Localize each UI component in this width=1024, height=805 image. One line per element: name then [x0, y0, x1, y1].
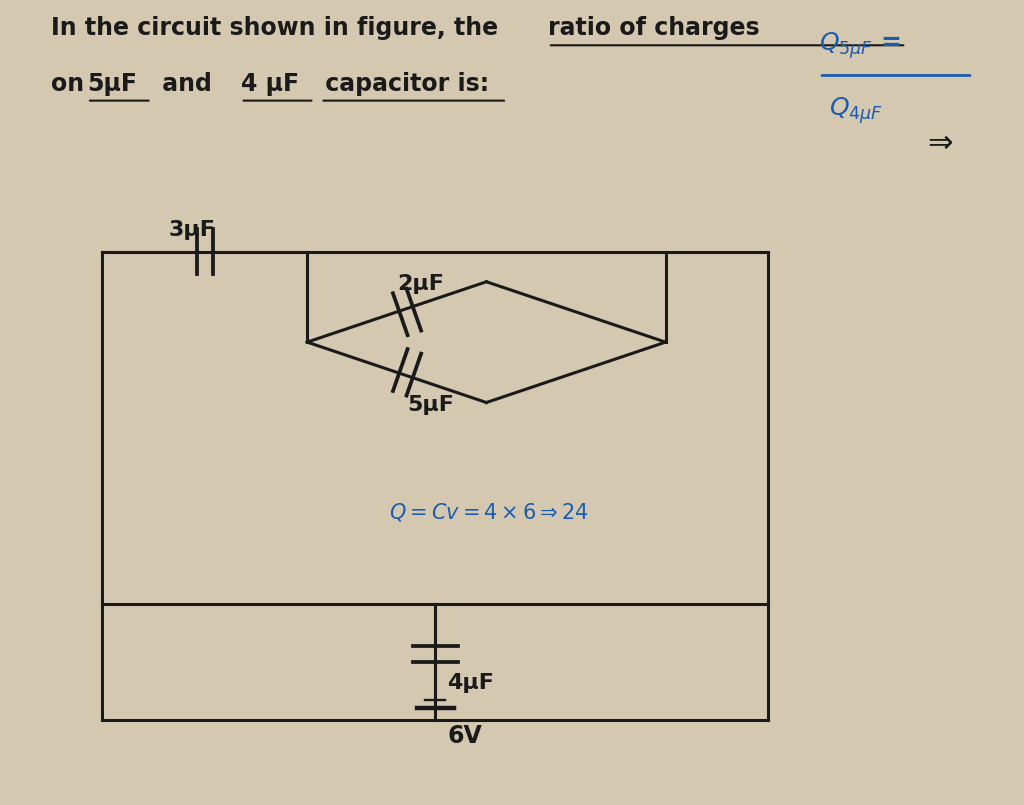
Text: 6V: 6V [447, 724, 482, 748]
Text: In the circuit shown in figure, the: In the circuit shown in figure, the [51, 16, 499, 40]
Text: 4 μF: 4 μF [241, 72, 299, 96]
Text: 5μF: 5μF [87, 72, 137, 96]
Text: $\Rightarrow$: $\Rightarrow$ [922, 128, 953, 157]
Text: capacitor is:: capacitor is: [317, 72, 489, 96]
Text: 3μF: 3μF [169, 221, 216, 241]
Text: $Q_{5\mu F}$ =: $Q_{5\mu F}$ = [819, 30, 901, 60]
Text: on: on [51, 72, 92, 96]
Text: $Q = Cv = 4 \times 6 \Rightarrow 24$: $Q = Cv = 4 \times 6 \Rightarrow 24$ [389, 501, 589, 522]
Text: $Q_{4\mu F}$: $Q_{4\mu F}$ [829, 95, 884, 126]
Text: ratio of charges: ratio of charges [548, 16, 760, 40]
Text: 4μF: 4μF [447, 673, 495, 693]
Text: 2μF: 2μF [397, 274, 443, 294]
Text: and: and [154, 72, 220, 96]
Text: 5μF: 5μF [408, 394, 454, 415]
